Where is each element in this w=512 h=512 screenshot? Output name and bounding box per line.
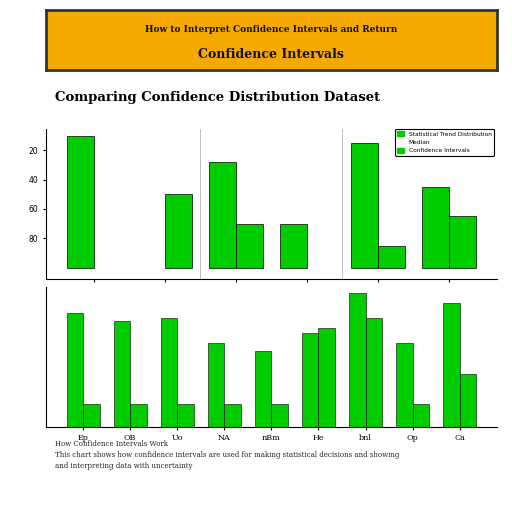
Bar bbox=[255, 351, 271, 427]
Bar bbox=[224, 404, 241, 427]
Bar bbox=[318, 328, 335, 427]
Bar bbox=[366, 317, 382, 427]
Bar bbox=[209, 162, 236, 268]
Bar bbox=[302, 333, 318, 427]
Bar bbox=[413, 404, 429, 427]
Bar bbox=[449, 216, 476, 268]
Bar bbox=[114, 321, 130, 427]
Text: Confidence Intervals: Confidence Intervals bbox=[199, 49, 344, 61]
Bar bbox=[422, 187, 449, 268]
Bar bbox=[67, 136, 94, 268]
Bar bbox=[67, 313, 83, 427]
Bar bbox=[349, 293, 366, 427]
Bar bbox=[460, 374, 476, 427]
Bar bbox=[130, 404, 146, 427]
Bar bbox=[271, 404, 288, 427]
Bar bbox=[165, 194, 191, 268]
Text: How to Interpret Confidence Intervals and Return: How to Interpret Confidence Intervals an… bbox=[145, 25, 397, 34]
Bar bbox=[177, 404, 194, 427]
Bar bbox=[378, 246, 405, 268]
Bar bbox=[351, 143, 378, 268]
Bar bbox=[236, 224, 263, 268]
Bar bbox=[161, 317, 177, 427]
Legend: Statistical Trend Distribution, Median, Confidence Intervals: Statistical Trend Distribution, Median, … bbox=[395, 129, 494, 156]
Bar bbox=[83, 404, 99, 427]
Text: How Confidence Intervals Work
This chart shows how confidence intervals are used: How Confidence Intervals Work This chart… bbox=[55, 440, 399, 470]
Bar bbox=[208, 344, 224, 427]
Bar bbox=[280, 224, 307, 268]
Text: Comparing Confidence Distribution Dataset: Comparing Confidence Distribution Datase… bbox=[55, 91, 380, 104]
Bar bbox=[396, 344, 413, 427]
Bar bbox=[443, 303, 460, 427]
